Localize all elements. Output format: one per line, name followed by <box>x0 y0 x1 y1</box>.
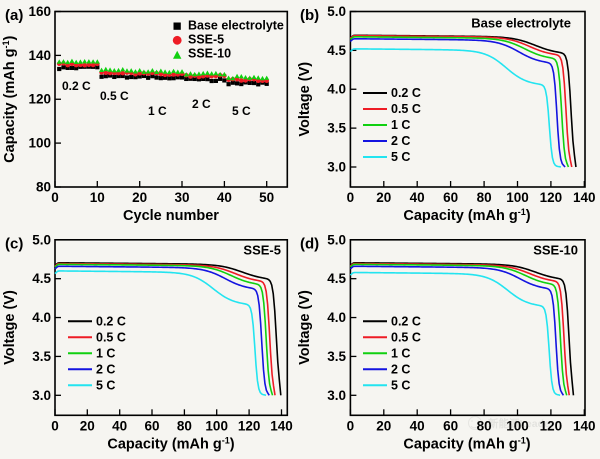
svg-text:0.5 C: 0.5 C <box>391 330 421 344</box>
svg-text:(d): (d) <box>300 235 319 252</box>
svg-text:140: 140 <box>573 418 596 433</box>
svg-text:50: 50 <box>259 190 274 205</box>
svg-text:Voltage (V): Voltage (V) <box>297 290 313 365</box>
svg-text:20: 20 <box>376 418 391 433</box>
svg-text:40: 40 <box>410 190 425 205</box>
svg-text:20: 20 <box>80 418 95 433</box>
svg-text:5 C: 5 C <box>232 104 251 118</box>
svg-text:140: 140 <box>28 48 51 63</box>
svg-text:Capacity (mAh g-1): Capacity (mAh g-1) <box>107 435 234 452</box>
svg-text:0.5 C: 0.5 C <box>100 89 129 103</box>
svg-text:20: 20 <box>132 190 147 205</box>
svg-text:2 C: 2 C <box>391 362 410 376</box>
svg-text:SSE-10: SSE-10 <box>188 47 231 61</box>
svg-text:0.2 C: 0.2 C <box>391 314 421 328</box>
svg-text:60: 60 <box>443 190 458 205</box>
svg-text:(c): (c) <box>5 235 23 252</box>
svg-text:140: 140 <box>270 418 293 433</box>
svg-text:100: 100 <box>205 418 228 433</box>
svg-text:3.0: 3.0 <box>32 388 51 403</box>
svg-text:5.0: 5.0 <box>327 232 346 247</box>
svg-text:2 C: 2 C <box>96 362 115 376</box>
svg-text:0.2 C: 0.2 C <box>62 79 91 93</box>
svg-text:80: 80 <box>477 190 492 205</box>
svg-text:Capacity (mAh g-1): Capacity (mAh g-1) <box>403 435 530 452</box>
svg-text:40: 40 <box>217 190 232 205</box>
svg-text:20: 20 <box>376 190 391 205</box>
svg-text:0.2 C: 0.2 C <box>96 314 126 328</box>
svg-text:Base electrolyte: Base electrolyte <box>188 19 284 33</box>
svg-text:SSE-5: SSE-5 <box>243 242 281 257</box>
svg-text:0.5 C: 0.5 C <box>391 102 421 116</box>
svg-text:0.5 C: 0.5 C <box>96 330 126 344</box>
svg-text:Capacity (mAh g-1): Capacity (mAh g-1) <box>1 35 18 162</box>
svg-text:SSE-10: SSE-10 <box>533 242 578 257</box>
svg-text:4.0: 4.0 <box>327 310 346 325</box>
svg-text:3.5: 3.5 <box>327 121 346 136</box>
svg-text:100: 100 <box>28 136 51 151</box>
svg-text:40: 40 <box>410 418 425 433</box>
svg-text:2 C: 2 C <box>192 97 211 111</box>
svg-text:0.2 C: 0.2 C <box>391 86 421 100</box>
svg-text:5 C: 5 C <box>96 378 115 392</box>
svg-text:5.0: 5.0 <box>327 4 346 19</box>
svg-text:Base electrolyte: Base electrolyte <box>471 16 571 31</box>
svg-text:4.0: 4.0 <box>32 310 51 325</box>
svg-text:3.0: 3.0 <box>327 160 346 175</box>
svg-text:80: 80 <box>177 418 192 433</box>
svg-text:80: 80 <box>36 180 51 195</box>
svg-text:Capacity (mAh g-1): Capacity (mAh g-1) <box>403 207 530 224</box>
svg-text:1 C: 1 C <box>391 118 410 132</box>
svg-text:0: 0 <box>347 190 355 205</box>
svg-text:(a): (a) <box>5 7 23 24</box>
svg-text:40: 40 <box>112 418 127 433</box>
svg-text:Voltage (V): Voltage (V) <box>2 290 18 365</box>
svg-text:1 C: 1 C <box>148 104 167 118</box>
svg-text:5 C: 5 C <box>391 150 410 164</box>
svg-text:4.5: 4.5 <box>327 43 346 58</box>
svg-text:Voltage (V): Voltage (V) <box>297 62 313 137</box>
svg-text:30: 30 <box>174 190 189 205</box>
svg-text:(b): (b) <box>300 7 319 24</box>
svg-text:5.0: 5.0 <box>32 232 51 247</box>
svg-text:3.5: 3.5 <box>327 349 346 364</box>
svg-text:新能源Leader: 新能源Leader <box>488 417 554 430</box>
svg-text:SSE-5: SSE-5 <box>188 33 224 47</box>
svg-text:Cycle number: Cycle number <box>123 208 219 224</box>
svg-text:0: 0 <box>51 190 59 205</box>
svg-text:140: 140 <box>573 190 596 205</box>
svg-text:1 C: 1 C <box>391 346 410 360</box>
svg-text:10: 10 <box>90 190 105 205</box>
svg-text:120: 120 <box>28 92 51 107</box>
svg-text:60: 60 <box>443 418 458 433</box>
svg-text:120: 120 <box>540 190 563 205</box>
svg-text:3.5: 3.5 <box>32 349 51 364</box>
svg-text:60: 60 <box>144 418 159 433</box>
svg-text:100: 100 <box>506 190 529 205</box>
svg-text:3.0: 3.0 <box>327 388 346 403</box>
svg-text:4.5: 4.5 <box>32 271 51 286</box>
svg-text:1 C: 1 C <box>96 346 115 360</box>
svg-text:2 C: 2 C <box>391 134 410 148</box>
svg-text:5 C: 5 C <box>391 378 410 392</box>
svg-text:120: 120 <box>238 418 261 433</box>
svg-text:0: 0 <box>347 418 355 433</box>
svg-text:160: 160 <box>28 4 51 19</box>
svg-text:0: 0 <box>51 418 59 433</box>
svg-text:4.0: 4.0 <box>327 82 346 97</box>
svg-text:4.5: 4.5 <box>327 271 346 286</box>
